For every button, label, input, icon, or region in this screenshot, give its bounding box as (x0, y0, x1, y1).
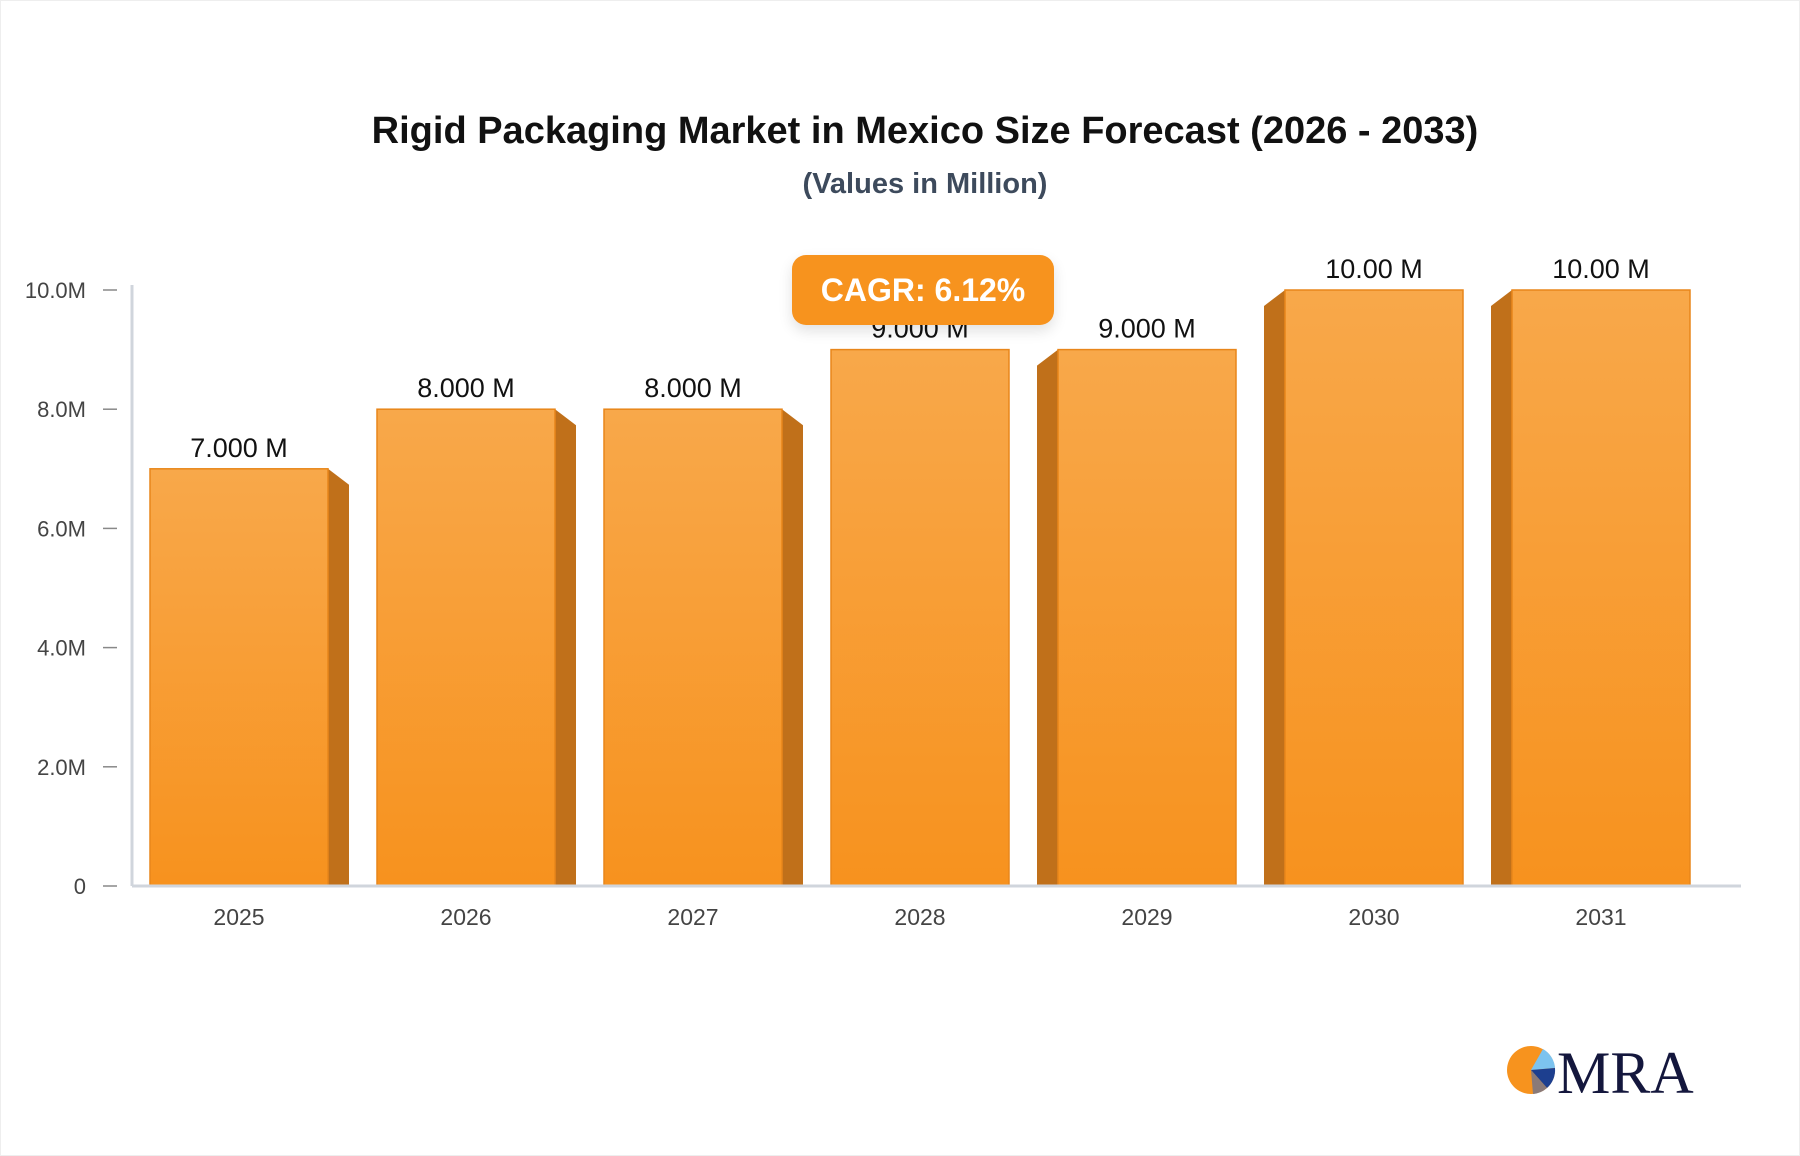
chart-subtitle: (Values in Million) (802, 168, 1048, 200)
bar-group (1264, 289, 1464, 887)
bar (830, 348, 1010, 887)
bar-group (1491, 289, 1691, 887)
x-tick-label: 2026 (440, 904, 491, 930)
bar-side (328, 468, 349, 886)
bar (1511, 289, 1691, 887)
bar (603, 408, 783, 887)
y-tick-label: 8.0M (37, 397, 86, 422)
y-tick-label: 2.0M (37, 755, 86, 780)
y-tick-label: 4.0M (37, 636, 86, 661)
x-tick-label: 2027 (667, 904, 718, 930)
bar (1057, 348, 1237, 887)
data-label: 8.000 M (644, 373, 742, 403)
bar-group (149, 468, 349, 887)
bar (1284, 289, 1464, 887)
bar-group (830, 348, 1010, 887)
bar (376, 408, 556, 887)
data-label: 10.00 M (1552, 254, 1650, 284)
x-tick-label: 2030 (1348, 904, 1399, 930)
data-label: 8.000 M (417, 373, 515, 403)
y-tick-label: 6.0M (37, 516, 86, 541)
y-tick-label: 10.0M (25, 278, 86, 303)
x-tick-label: 2029 (1121, 904, 1172, 930)
bar-side (555, 409, 576, 886)
bar-group (603, 408, 803, 887)
svg-text:MRA: MRA (1557, 1040, 1694, 1100)
mra-logo: MRA (1507, 1040, 1694, 1100)
bar-side (1264, 290, 1285, 886)
cagr-badge: CAGR: 6.12% (792, 255, 1054, 325)
data-label: 10.00 M (1325, 254, 1423, 284)
x-tick-label: 2031 (1575, 904, 1626, 930)
y-tick-label: 0 (74, 874, 86, 899)
bar-group (376, 408, 576, 887)
bar-side (1491, 290, 1512, 886)
bar-side (782, 409, 803, 886)
data-label: 7.000 M (190, 433, 288, 463)
bar (149, 468, 329, 887)
bar-side (1037, 349, 1058, 887)
bar-group (1037, 348, 1237, 887)
data-label: 9.000 M (1098, 314, 1196, 344)
x-tick-label: 2025 (213, 904, 264, 930)
chart-title: Rigid Packaging Market in Mexico Size Fo… (371, 110, 1479, 152)
x-tick-label: 2028 (894, 904, 945, 930)
